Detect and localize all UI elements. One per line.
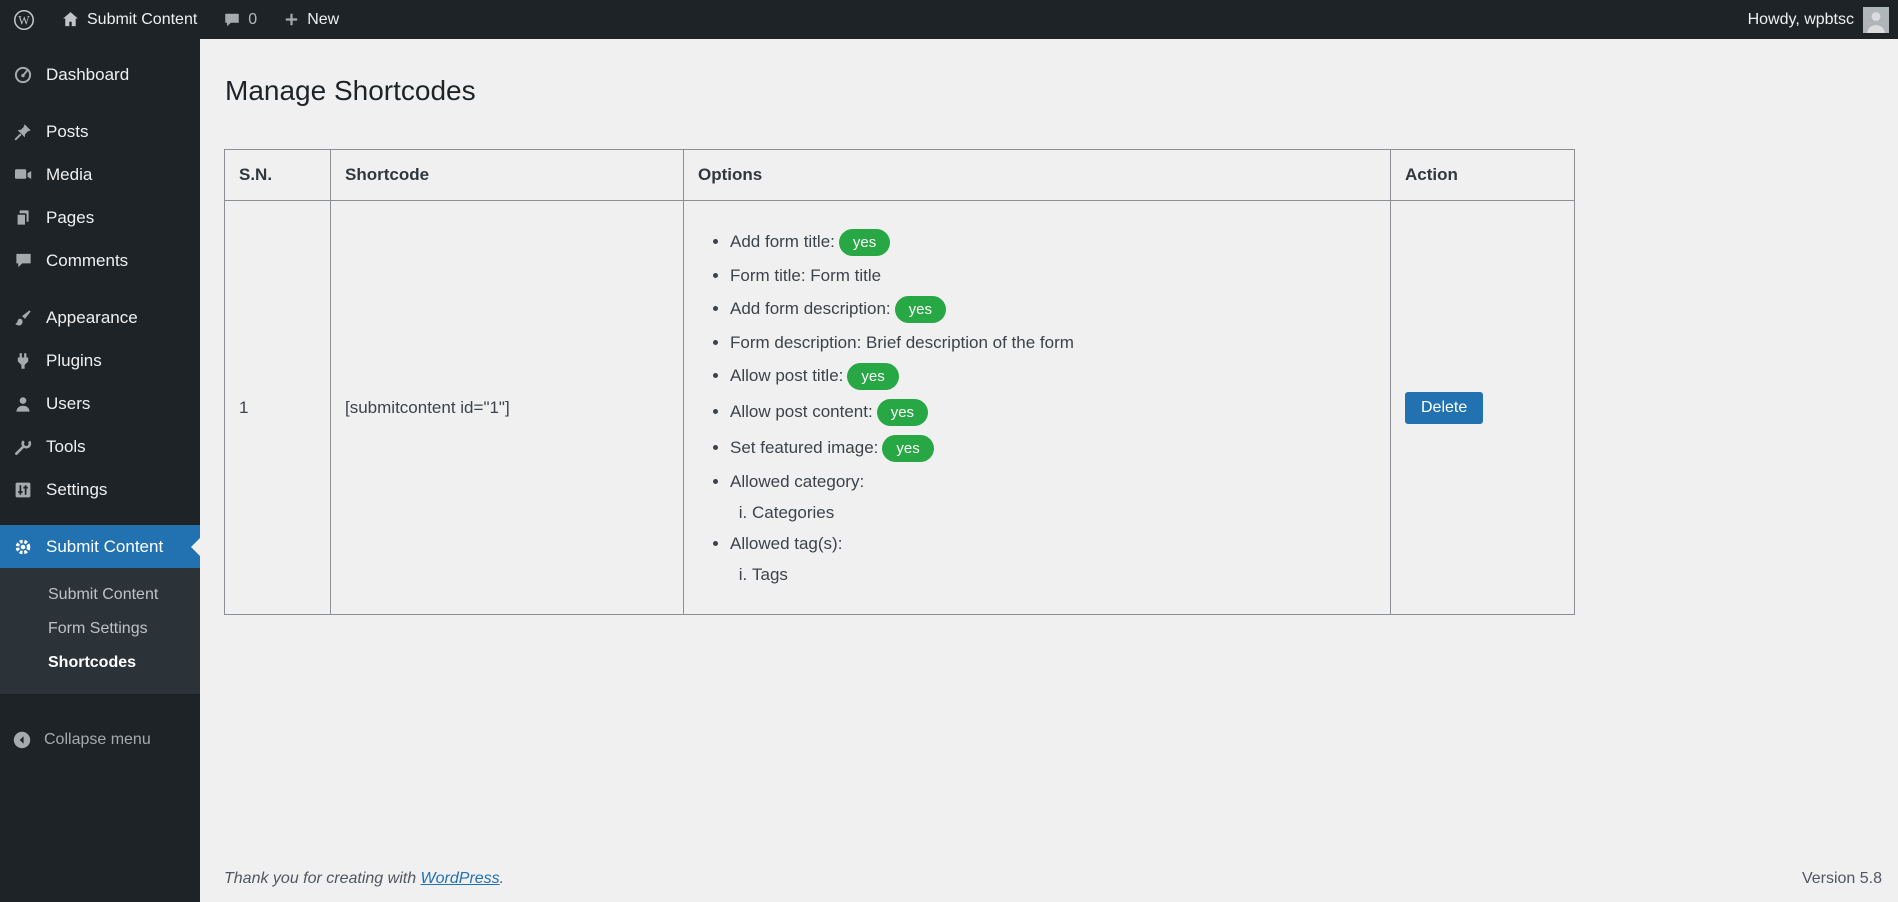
sidebar-item-label: Users — [46, 393, 91, 413]
collapse-arrow-icon — [12, 730, 32, 750]
main-content: Manage Shortcodes S.N. Shortcode Options… — [200, 39, 1898, 902]
option-item: Allowed category: Categories — [730, 471, 1376, 524]
footer-thanks: Thank you for creating with WordPress. — [224, 870, 505, 887]
column-header-options: Options — [683, 149, 1391, 201]
status-badge: yes — [838, 229, 891, 256]
sidebar-item-tools[interactable]: Tools — [0, 425, 200, 468]
wordpress-logo-icon: W — [13, 9, 35, 31]
cell-sn: 1 — [224, 200, 331, 615]
home-icon — [61, 10, 80, 29]
sidebar-item-label: Submit Content — [46, 536, 164, 556]
version-label: Version 5.8 — [1801, 870, 1882, 887]
sidebar-item-dashboard[interactable]: Dashboard — [0, 53, 200, 96]
sidebar-item-label: Plugins — [46, 350, 102, 370]
sidebar-item-label: Pages — [46, 207, 95, 227]
new-label: New — [307, 10, 340, 28]
option-item: Allowed tag(s): Tags — [730, 533, 1376, 586]
table-header-row: S.N. Shortcode Options Action — [224, 149, 1575, 201]
sidebar-item-media[interactable]: Media — [0, 153, 200, 196]
status-badge: yes — [876, 399, 929, 426]
tag-item: Tags — [752, 564, 1376, 586]
sidebar-item-label: Posts — [46, 121, 89, 141]
status-badge: yes — [894, 296, 946, 323]
option-item: Allow post title:yes — [730, 363, 1376, 390]
column-header-shortcode: Shortcode — [330, 149, 684, 201]
submit-content-submenu: Submit Content Form Settings Shortcodes — [0, 568, 200, 694]
option-item: Allow post content:yes — [730, 399, 1376, 426]
cell-shortcode: [submitcontent id="1"] — [330, 200, 684, 615]
column-header-action: Action — [1390, 149, 1575, 201]
sidebar-item-submit-content[interactable]: Submit Content — [0, 525, 200, 568]
howdy-account-link[interactable]: Howdy, wpbtsc — [1747, 10, 1854, 28]
admin-sidebar: Dashboard Posts Media Pages Commen — [0, 39, 200, 902]
collapse-menu-label: Collapse menu — [44, 731, 151, 748]
admin-bar: W Submit Content 0 New Howdy, wpbtsc — [0, 0, 1898, 39]
plus-icon — [283, 11, 300, 28]
avatar[interactable] — [1863, 6, 1889, 33]
option-item: Set featured image:yes — [730, 435, 1376, 462]
page-title: Manage Shortcodes — [225, 75, 476, 106]
cell-options: Add form title:yes Form title: Form titl… — [683, 200, 1391, 615]
option-item: Add form description:yes — [730, 296, 1376, 323]
pages-icon — [12, 208, 34, 228]
sidebar-item-label: Settings — [46, 479, 108, 499]
table-row: 1 [submitcontent id="1"] Add form title:… — [224, 200, 1575, 615]
sidebar-item-comments[interactable]: Comments — [0, 239, 200, 282]
pushpin-icon — [12, 122, 34, 142]
option-item: Add form title:yes — [730, 229, 1376, 256]
comment-bubble-icon — [12, 251, 34, 270]
sidebar-item-appearance[interactable]: Appearance — [0, 296, 200, 339]
sidebar-item-label: Dashboard — [46, 64, 130, 84]
settings-icon — [12, 480, 34, 500]
svg-text:W: W — [18, 13, 30, 27]
submenu-item-shortcodes[interactable]: Shortcodes — [48, 654, 137, 671]
sidebar-item-plugins[interactable]: Plugins — [0, 339, 200, 382]
option-item: Form description: Brief description of t… — [730, 332, 1376, 354]
delete-button[interactable]: Delete — [1405, 391, 1484, 424]
sidebar-separator — [0, 282, 200, 296]
sidebar-item-label: Tools — [46, 436, 86, 456]
comment-count: 0 — [248, 10, 258, 28]
plug-icon — [12, 351, 34, 371]
sidebar-item-label: Appearance — [46, 307, 138, 327]
site-name-label: Submit Content — [87, 10, 198, 28]
user-icon — [12, 394, 34, 414]
sidebar-separator — [0, 511, 200, 525]
options-list: Add form title:yes Form title: Form titl… — [698, 229, 1376, 586]
wrench-icon — [12, 437, 34, 457]
sidebar-item-posts[interactable]: Posts — [0, 110, 200, 153]
allowed-tags-list: Tags — [730, 564, 1376, 586]
comment-bubble-icon — [223, 11, 241, 29]
status-badge: yes — [847, 363, 899, 390]
sidebar-item-settings[interactable]: Settings — [0, 468, 200, 511]
option-item: Form title: Form title — [730, 265, 1376, 287]
dashboard-icon — [12, 65, 34, 85]
sidebar-item-label: Media — [46, 164, 93, 184]
column-header-sn: S.N. — [224, 149, 331, 201]
brush-icon — [12, 308, 34, 328]
comments-shortcut[interactable]: 0 — [210, 0, 270, 39]
site-name-link[interactable]: Submit Content — [48, 0, 210, 39]
sidebar-separator — [0, 96, 200, 110]
status-badge: yes — [882, 435, 934, 462]
sidebar-item-label: Comments — [46, 250, 129, 270]
footer: Thank you for creating with WordPress. V… — [200, 870, 1898, 902]
sidebar-item-users[interactable]: Users — [0, 382, 200, 425]
shortcodes-table: S.N. Shortcode Options Action 1 [submitc… — [224, 149, 1575, 615]
sidebar-item-pages[interactable]: Pages — [0, 196, 200, 239]
wordpress-link[interactable]: WordPress — [420, 870, 500, 887]
submenu-item-submit-content[interactable]: Submit Content — [48, 586, 159, 603]
category-item: Categories — [752, 502, 1376, 524]
gear-icon — [12, 537, 34, 557]
submenu-item-form-settings[interactable]: Form Settings — [48, 620, 148, 637]
media-icon — [12, 165, 34, 185]
wordpress-menu-button[interactable]: W — [0, 0, 48, 39]
allowed-category-list: Categories — [730, 502, 1376, 524]
new-content-button[interactable]: New — [270, 0, 352, 39]
collapse-menu-button[interactable]: Collapse menu — [0, 720, 200, 760]
cell-action: Delete — [1390, 200, 1575, 615]
